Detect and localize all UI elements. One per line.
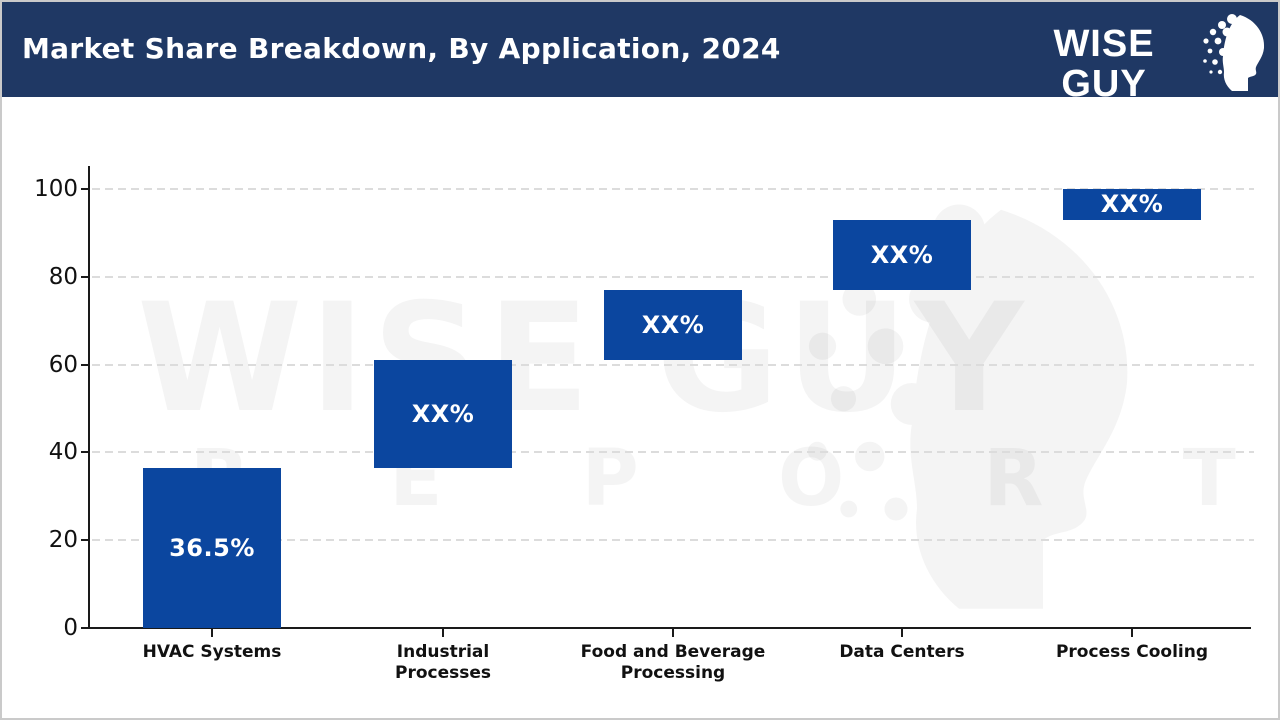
grid-line [92, 275, 1254, 278]
grid-line [92, 363, 1254, 366]
header-band: Market Share Breakdown, By Application, … [2, 2, 1278, 121]
y-tick-label: 20 [48, 527, 78, 554]
x-tick-label: HVAC Systems [97, 642, 327, 663]
x-tick-label: Industrial Processes [328, 642, 558, 684]
x-tick-mark [442, 629, 444, 637]
y-tick-label: 100 [34, 176, 78, 202]
y-tick-mark [81, 539, 89, 542]
y-tick-label: 60 [48, 351, 78, 378]
bar: XX% [374, 360, 512, 468]
bar-value-label: XX% [411, 399, 475, 428]
logo-text: WISE GUY REPORTS [1018, 24, 1190, 121]
logo-name: WISE GUY [1053, 23, 1155, 105]
y-tick-mark [81, 451, 89, 454]
grid-line [92, 451, 1254, 454]
x-tick-label-line: Processing [620, 663, 726, 683]
x-tick-label-line: HVAC Systems [142, 642, 282, 662]
x-axis-line [88, 627, 1251, 629]
x-tick-mark [211, 629, 213, 637]
grid-line [92, 539, 1254, 542]
wise-guy-logo: WISE GUY REPORTS [1018, 8, 1268, 121]
watermark-text: WISE GUY [137, 284, 1031, 434]
bar: 36.5% [143, 467, 281, 628]
x-tick-label-line: Food and Beverage [580, 642, 766, 662]
waterfall-chart: 0 20 40 60 80 100 36.5% HVAC Systems XX% Industri… [2, 99, 1278, 718]
y-tick-mark [81, 627, 89, 629]
y-tick-mark [81, 363, 89, 366]
bar: XX% [604, 289, 742, 361]
x-tick-mark [901, 629, 903, 637]
y-tick-label: 80 [48, 263, 78, 290]
y-tick-mark [81, 275, 89, 278]
grid-line [92, 188, 1254, 190]
x-tick-mark [672, 629, 674, 637]
x-tick-label-line: Data Centers [839, 642, 965, 662]
page-title: Market Share Breakdown, By Application, … [22, 32, 781, 65]
x-tick-label-line: Industrial [396, 642, 490, 662]
y-tick-mark [81, 188, 89, 190]
logo-subtitle: REPORTS [1044, 106, 1170, 121]
bar: XX% [833, 219, 971, 290]
x-tick-label: Food and Beverage Processing [558, 642, 788, 684]
x-tick-label-line: Processes [394, 663, 491, 683]
y-axis-line [88, 166, 90, 628]
y-tick-label: 0 [63, 615, 78, 641]
dotted-head-icon [1196, 12, 1268, 96]
bar-value-label: XX% [870, 240, 934, 269]
x-tick-mark [1131, 629, 1133, 637]
bar-value-label: XX% [641, 311, 705, 340]
x-tick-label-line: Process Cooling [1055, 642, 1209, 662]
bar-value-label: XX% [1100, 190, 1164, 219]
bar: XX% [1063, 189, 1201, 220]
bar-value-label: 36.5% [169, 533, 255, 562]
x-tick-label: Process Cooling [1017, 642, 1247, 663]
x-tick-label: Data Centers [787, 642, 1017, 663]
y-tick-label: 40 [48, 439, 78, 466]
